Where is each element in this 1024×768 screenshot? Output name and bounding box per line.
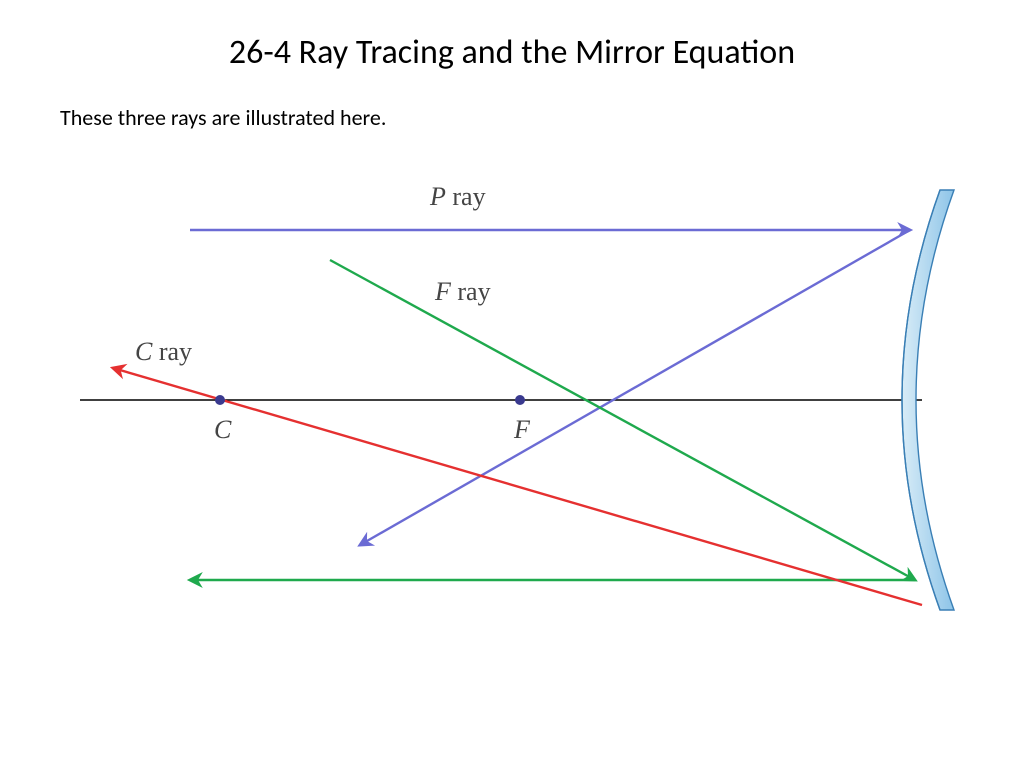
- ray-diagram: P ray F ray C ray C F: [60, 165, 960, 635]
- f-ray-label: F ray: [434, 277, 491, 306]
- concave-mirror: [902, 190, 954, 610]
- f-ray-incident: [330, 260, 915, 580]
- c-ray-label: C ray: [135, 337, 192, 366]
- focal-point: [515, 395, 525, 405]
- slide-title: 26-4 Ray Tracing and the Mirror Equation: [0, 32, 1024, 73]
- slide-subtitle: These three rays are illustrated here.: [60, 104, 386, 131]
- focal-label: F: [513, 415, 531, 444]
- center-label: C: [214, 415, 232, 444]
- center-of-curvature-point: [215, 395, 225, 405]
- p-ray-label: P ray: [429, 182, 486, 211]
